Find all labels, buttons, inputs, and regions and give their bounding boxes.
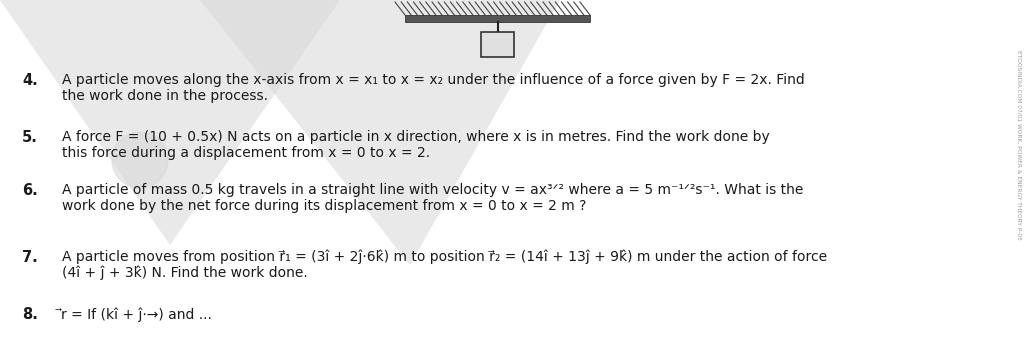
Text: 6.: 6.: [22, 183, 38, 198]
Text: A particle moves along the x-axis from x = x₁ to x = x₂ under the influence of a: A particle moves along the x-axis from x…: [62, 73, 805, 87]
Text: (4î + ĵ + 3k̂) N. Find the work done.: (4î + ĵ + 3k̂) N. Find the work done.: [62, 266, 308, 280]
Text: this force during a displacement from x = 0 to x = 2.: this force during a displacement from x …: [62, 146, 430, 160]
Text: A force F = (10 + 0.5x) N acts on a particle in x direction, where x is in metre: A force F = (10 + 0.5x) N acts on a part…: [62, 130, 770, 144]
Bar: [481, 32, 514, 57]
Bar: [406, 15, 590, 22]
Text: 7.: 7.: [22, 250, 38, 265]
Text: the work done in the process.: the work done in the process.: [62, 89, 268, 103]
Text: A particle of mass 0.5 kg travels in a straight line with velocity v = ax³ᐟ² whe: A particle of mass 0.5 kg travels in a s…: [62, 183, 804, 197]
Polygon shape: [200, 0, 560, 265]
Circle shape: [112, 132, 168, 188]
Text: ETOOSINDIA.COM 07/01 WORK, POWER & ENERGY THEORY P-05: ETOOSINDIA.COM 07/01 WORK, POWER & ENERG…: [1017, 50, 1022, 240]
Text: 5.: 5.: [22, 130, 38, 145]
Text: 4.: 4.: [22, 73, 38, 88]
Text: work done by the net force during its displacement from x = 0 to x = 2 m ?: work done by the net force during its di…: [62, 199, 587, 213]
Polygon shape: [0, 0, 340, 245]
Text: 8.: 8.: [22, 307, 38, 322]
Text: ⃗r = If (kî + ĵ·→) and ...: ⃗r = If (kî + ĵ·→) and ...: [62, 307, 213, 322]
Text: A particle moves from position r⃗₁ = (3î + 2ĵ·6k̂) m to position r⃗₂ = (14î + 13: A particle moves from position r⃗₁ = (3î…: [62, 250, 827, 265]
